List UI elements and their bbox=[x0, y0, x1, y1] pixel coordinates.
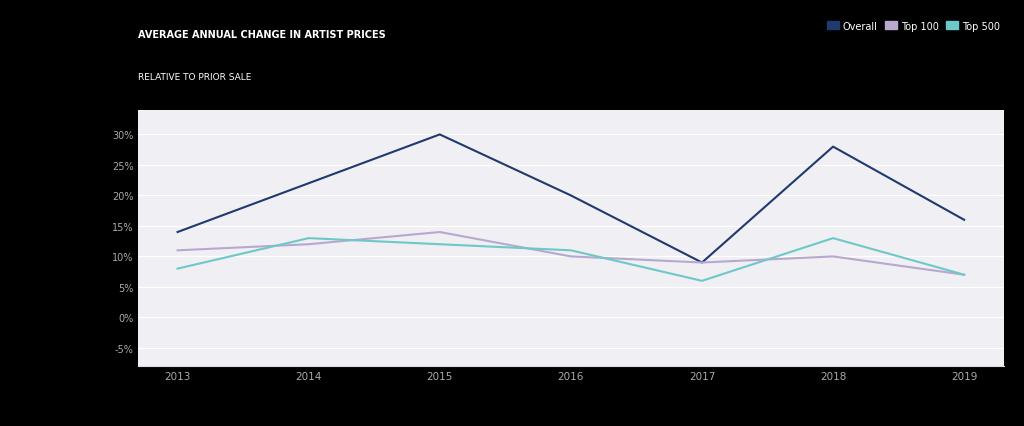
Legend: Overall, Top 100, Top 500: Overall, Top 100, Top 500 bbox=[823, 17, 1004, 35]
Text: RELATIVE TO PRIOR SALE: RELATIVE TO PRIOR SALE bbox=[138, 72, 252, 81]
Text: AVERAGE ANNUAL CHANGE IN ARTIST PRICES: AVERAGE ANNUAL CHANGE IN ARTIST PRICES bbox=[138, 30, 386, 40]
